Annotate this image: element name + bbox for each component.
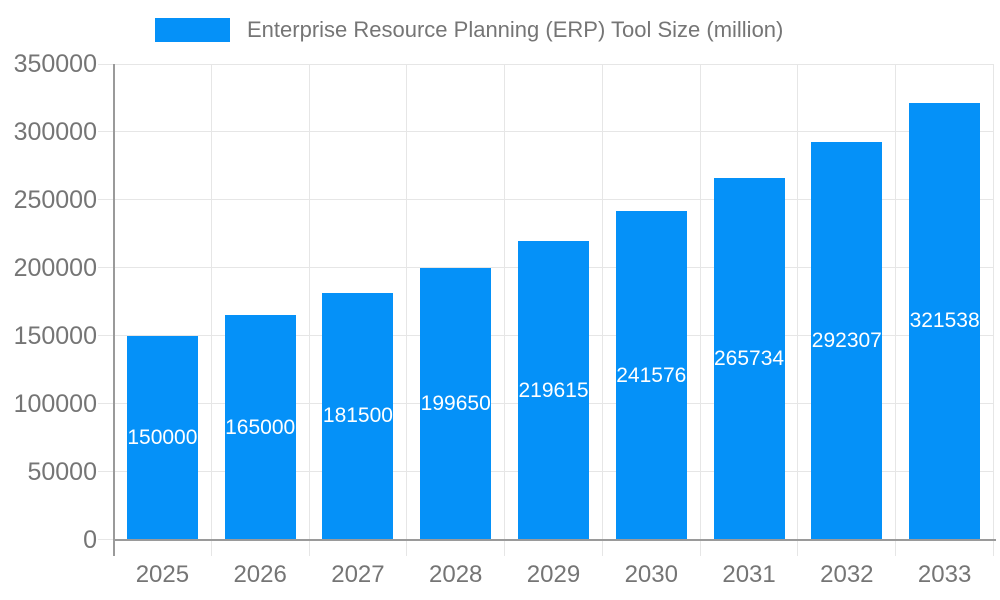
bar-value-label: 150000 bbox=[127, 425, 198, 449]
bar-value-label: 181500 bbox=[322, 404, 393, 428]
y-axis-tick-label: 50000 bbox=[27, 457, 97, 486]
y-gridline bbox=[98, 63, 994, 65]
y-axis-tick-label: 300000 bbox=[13, 117, 97, 146]
y-axis-tick-label: 350000 bbox=[13, 50, 97, 78]
x-gridline bbox=[699, 64, 701, 556]
bar-2029[interactable]: 219615 bbox=[518, 241, 589, 540]
x-gridline bbox=[895, 64, 897, 556]
y-gridline bbox=[98, 199, 994, 201]
x-gridline bbox=[601, 64, 603, 556]
bar-2031[interactable]: 265734 bbox=[713, 178, 785, 540]
bar-2032[interactable]: 292307 bbox=[811, 142, 883, 540]
bar-value-label: 265734 bbox=[714, 347, 785, 371]
x-axis-tick-label: 2030 bbox=[624, 561, 678, 588]
bar-value-label: 241576 bbox=[616, 363, 687, 387]
bar-2033[interactable]: 321538 bbox=[909, 102, 981, 540]
x-axis-tick-label: 2025 bbox=[135, 561, 190, 588]
x-gridline bbox=[308, 64, 310, 556]
bar-value-label: 165000 bbox=[225, 415, 296, 439]
x-axis-tick-label: 2028 bbox=[429, 561, 483, 588]
y-axis-tick-label: 200000 bbox=[13, 253, 97, 282]
y-axis-tick-label: 0 bbox=[83, 525, 97, 554]
x-axis-tick-label: 2032 bbox=[820, 561, 874, 588]
x-gridline bbox=[993, 64, 994, 556]
y-axis-tick-label: 150000 bbox=[13, 321, 97, 350]
x-axis-tick-label: 2033 bbox=[917, 561, 972, 588]
bar-value-label: 219615 bbox=[518, 378, 589, 402]
x-axis-tick-label: 2027 bbox=[331, 561, 385, 588]
bar-value-label: 321538 bbox=[909, 309, 980, 333]
bar-2030[interactable]: 241576 bbox=[615, 211, 687, 540]
bar-value-label: 199650 bbox=[420, 392, 491, 416]
x-axis-tick-label: 2031 bbox=[722, 561, 776, 588]
chart-legend: Enterprise Resource Planning (ERP) Tool … bbox=[155, 17, 784, 42]
x-axis-tick-label: 2026 bbox=[233, 561, 287, 588]
x-gridline bbox=[504, 64, 506, 556]
legend-swatch bbox=[155, 18, 230, 42]
y-axis-tick bbox=[98, 539, 114, 540]
bar-2026[interactable]: 165000 bbox=[224, 315, 296, 540]
y-axis-tick-label: 100000 bbox=[13, 389, 97, 418]
x-gridline bbox=[797, 64, 799, 556]
legend-label: Enterprise Resource Planning (ERP) Tool … bbox=[247, 17, 784, 42]
y-axis-tick-label: 250000 bbox=[13, 185, 97, 214]
x-gridline bbox=[406, 64, 408, 556]
x-axis-line bbox=[112, 538, 996, 541]
x-axis-tick-label: 2029 bbox=[526, 561, 581, 588]
x-gridline bbox=[210, 64, 212, 556]
y-gridline bbox=[98, 131, 994, 133]
bar-2027[interactable]: 181500 bbox=[322, 292, 394, 540]
bar-2025[interactable]: 150000 bbox=[126, 335, 198, 540]
bar-value-label: 292307 bbox=[811, 329, 882, 353]
bar-2028[interactable]: 199650 bbox=[420, 268, 492, 540]
y-axis-line bbox=[112, 64, 115, 556]
